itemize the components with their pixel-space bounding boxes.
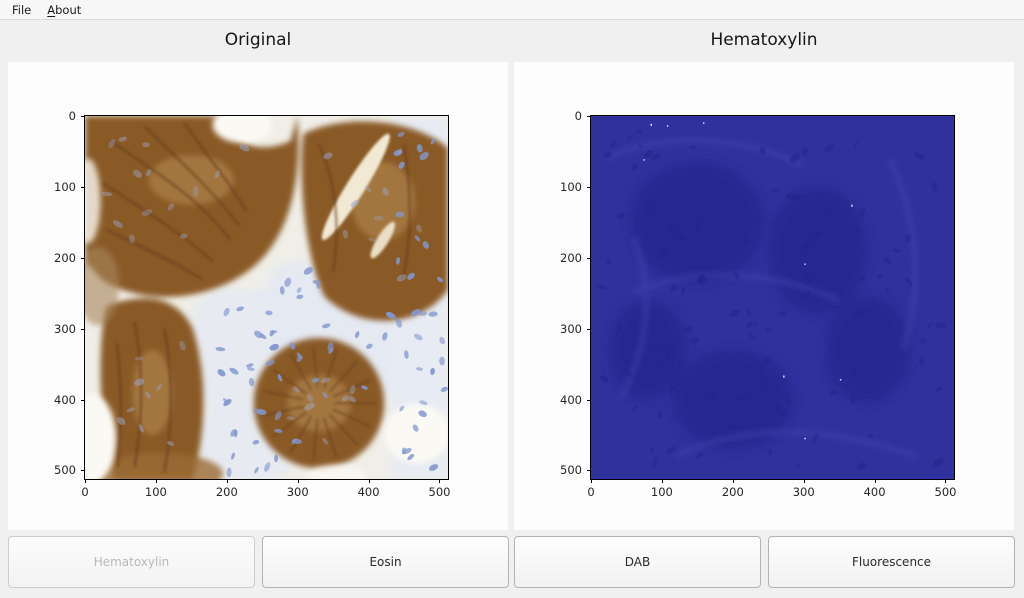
menu-file[interactable]: File — [12, 2, 32, 17]
button-bar-left: Hematoxylin Eosin — [8, 536, 509, 588]
y-tick-label: 300 — [54, 321, 76, 336]
y-tick-mark — [587, 328, 591, 330]
histology-image-original — [85, 116, 448, 479]
hematoxylin-light-wisps — [604, 137, 919, 460]
plot-area-hematoxylin: 0 100 200 300 400 500 0 100 200 300 400 500 — [560, 109, 956, 499]
y-tick-mark — [81, 470, 85, 472]
y-tick-label: 100 — [54, 179, 76, 194]
x-tick-label: 300 — [286, 485, 309, 499]
x-tick-mark — [439, 479, 441, 483]
y-tick-mark — [587, 399, 591, 401]
y-tick-label: 500 — [54, 463, 76, 478]
gland-radial-lines — [263, 346, 376, 460]
y-tick-mark — [587, 186, 591, 188]
x-tick-label: 300 — [792, 485, 815, 499]
y-tick-mark — [81, 116, 85, 117]
y-tick-label: 500 — [560, 463, 582, 478]
y-tick-label: 400 — [54, 392, 76, 407]
gland-nuclei — [101, 136, 423, 446]
figure-panel-original: 0 100 200 300 400 500 0 100 200 300 400 500 — [8, 62, 508, 530]
x-tick-label: 100 — [650, 485, 673, 499]
y-tick-label: 200 — [54, 250, 76, 265]
x-tick-mark — [661, 479, 663, 483]
fiber-streaks — [102, 122, 411, 473]
y-tick-label: 0 — [574, 109, 582, 123]
plot-area-original: 0 100 200 300 400 500 0 100 200 300 400 500 — [54, 109, 450, 499]
figure-title-hematoxylin: Hematoxylin — [710, 30, 818, 50]
x-tick-label: 500 — [934, 485, 957, 499]
x-tick-label: 0 — [587, 485, 595, 499]
x-tick-label: 100 — [144, 485, 167, 499]
bright-specks — [643, 122, 853, 440]
y-tick-label: 100 — [560, 179, 582, 194]
y-tick-mark — [81, 257, 85, 259]
x-tick-label: 400 — [863, 485, 886, 499]
x-tick-mark — [297, 479, 299, 483]
y-tick-label: 400 — [560, 392, 582, 407]
hematoxylin-button[interactable]: Hematoxylin — [8, 536, 255, 588]
button-bar-right: DAB Fluorescence — [514, 536, 1015, 588]
x-tick-mark — [874, 479, 876, 483]
x-tick-label: 200 — [215, 485, 238, 499]
gland-lumen — [321, 133, 396, 259]
y-tick-label: 300 — [560, 321, 582, 336]
x-tick-mark — [945, 479, 947, 483]
white-patches — [85, 116, 448, 479]
y-tick-mark — [81, 186, 85, 188]
fluorescence-button[interactable]: Fluorescence — [768, 536, 1015, 588]
hematoxylin-dark-regions — [608, 162, 911, 450]
dab-button[interactable]: DAB — [514, 536, 761, 588]
x-tick-mark — [368, 479, 370, 483]
eosin-button[interactable]: Eosin — [262, 536, 509, 588]
menubar: File About — [0, 0, 1024, 20]
x-tick-label: 400 — [357, 485, 380, 499]
menu-about[interactable]: About — [47, 2, 82, 17]
hematoxylin-nuclei — [597, 129, 946, 470]
y-tick-mark — [81, 399, 85, 401]
y-tick-mark — [81, 328, 85, 330]
stroma-nuclei — [215, 131, 448, 478]
x-tick-mark — [591, 479, 592, 483]
y-tick-mark — [587, 470, 591, 472]
y-tick-label: 0 — [68, 109, 76, 123]
x-tick-mark — [155, 479, 157, 483]
x-tick-mark — [732, 479, 734, 483]
y-tick-mark — [587, 116, 591, 117]
x-tick-mark — [85, 479, 86, 483]
figure-title-original: Original — [224, 30, 292, 50]
x-tick-label: 500 — [428, 485, 451, 499]
histology-image-hematoxylin — [591, 116, 954, 479]
y-tick-mark — [587, 257, 591, 259]
y-tick-label: 200 — [560, 250, 582, 265]
x-tick-label: 0 — [81, 485, 89, 499]
x-tick-mark — [226, 479, 228, 483]
figure-panel-hematoxylin: 0 100 200 300 400 500 0 100 200 300 400 500 — [514, 62, 1014, 530]
x-tick-mark — [803, 479, 805, 483]
x-tick-label: 200 — [721, 485, 744, 499]
